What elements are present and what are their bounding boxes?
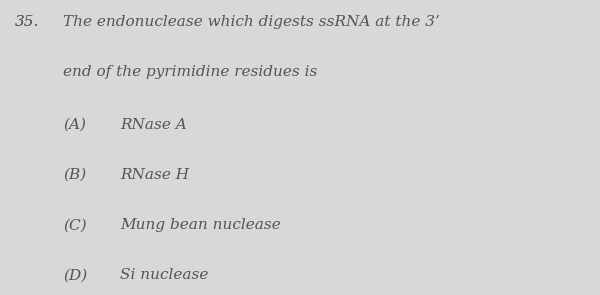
Text: RNase H: RNase H <box>120 168 189 182</box>
Text: Mung bean nuclease: Mung bean nuclease <box>120 218 281 232</box>
Text: (C): (C) <box>63 218 86 232</box>
Text: (B): (B) <box>63 168 86 182</box>
Text: (A): (A) <box>63 118 86 132</box>
Text: The endonuclease which digests ssRNA at the 3’: The endonuclease which digests ssRNA at … <box>63 15 440 29</box>
Text: RNase A: RNase A <box>120 118 187 132</box>
Text: 35.: 35. <box>15 15 40 29</box>
Text: (D): (D) <box>63 268 87 282</box>
Text: end of the pyrimidine residues is: end of the pyrimidine residues is <box>63 65 317 79</box>
Text: Si nuclease: Si nuclease <box>120 268 208 282</box>
